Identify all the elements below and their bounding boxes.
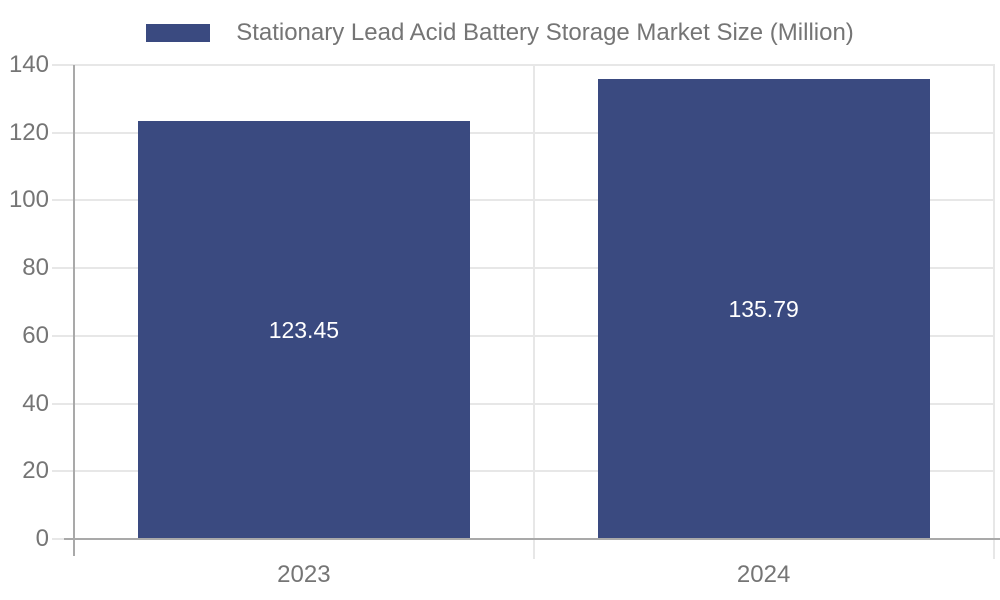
x-tick-label-2023: 2023	[277, 561, 331, 588]
y-tick-label: 60	[22, 321, 49, 349]
y-axis-line	[73, 65, 75, 556]
y-tick-mark	[52, 64, 74, 66]
y-tick-mark	[52, 470, 74, 473]
x-axis-line	[64, 538, 1000, 540]
y-tick-label: 0	[35, 525, 49, 552]
y-tick-mark	[52, 402, 74, 405]
bar-value-label-2023: 123.45	[268, 317, 340, 344]
y-tick-label: 40	[22, 389, 49, 417]
legend-swatch	[146, 24, 211, 42]
bar-value-label-2024: 135.79	[728, 296, 799, 323]
y-tick-label: 80	[22, 254, 49, 282]
y-tick-mark	[52, 538, 74, 540]
bar-2023	[137, 121, 470, 539]
gridline-v	[532, 65, 535, 559]
legend[interactable]: Stationary Lead Acid Battery Storage Mar…	[0, 19, 1000, 47]
legend-label: Stationary Lead Acid Battery Storage Mar…	[236, 19, 854, 46]
y-tick-mark	[52, 199, 74, 202]
x-tick-label-2024: 2024	[736, 561, 791, 588]
y-tick-label: 140	[8, 51, 49, 78]
y-tick-label: 20	[22, 457, 49, 485]
y-tick-mark	[52, 131, 74, 134]
y-tick-mark	[52, 267, 74, 270]
bar-2024	[597, 79, 930, 539]
y-tick-label: 120	[8, 118, 49, 146]
y-tick-mark	[52, 334, 74, 337]
y-tick-label: 100	[8, 186, 49, 214]
gridline-v	[992, 65, 995, 559]
